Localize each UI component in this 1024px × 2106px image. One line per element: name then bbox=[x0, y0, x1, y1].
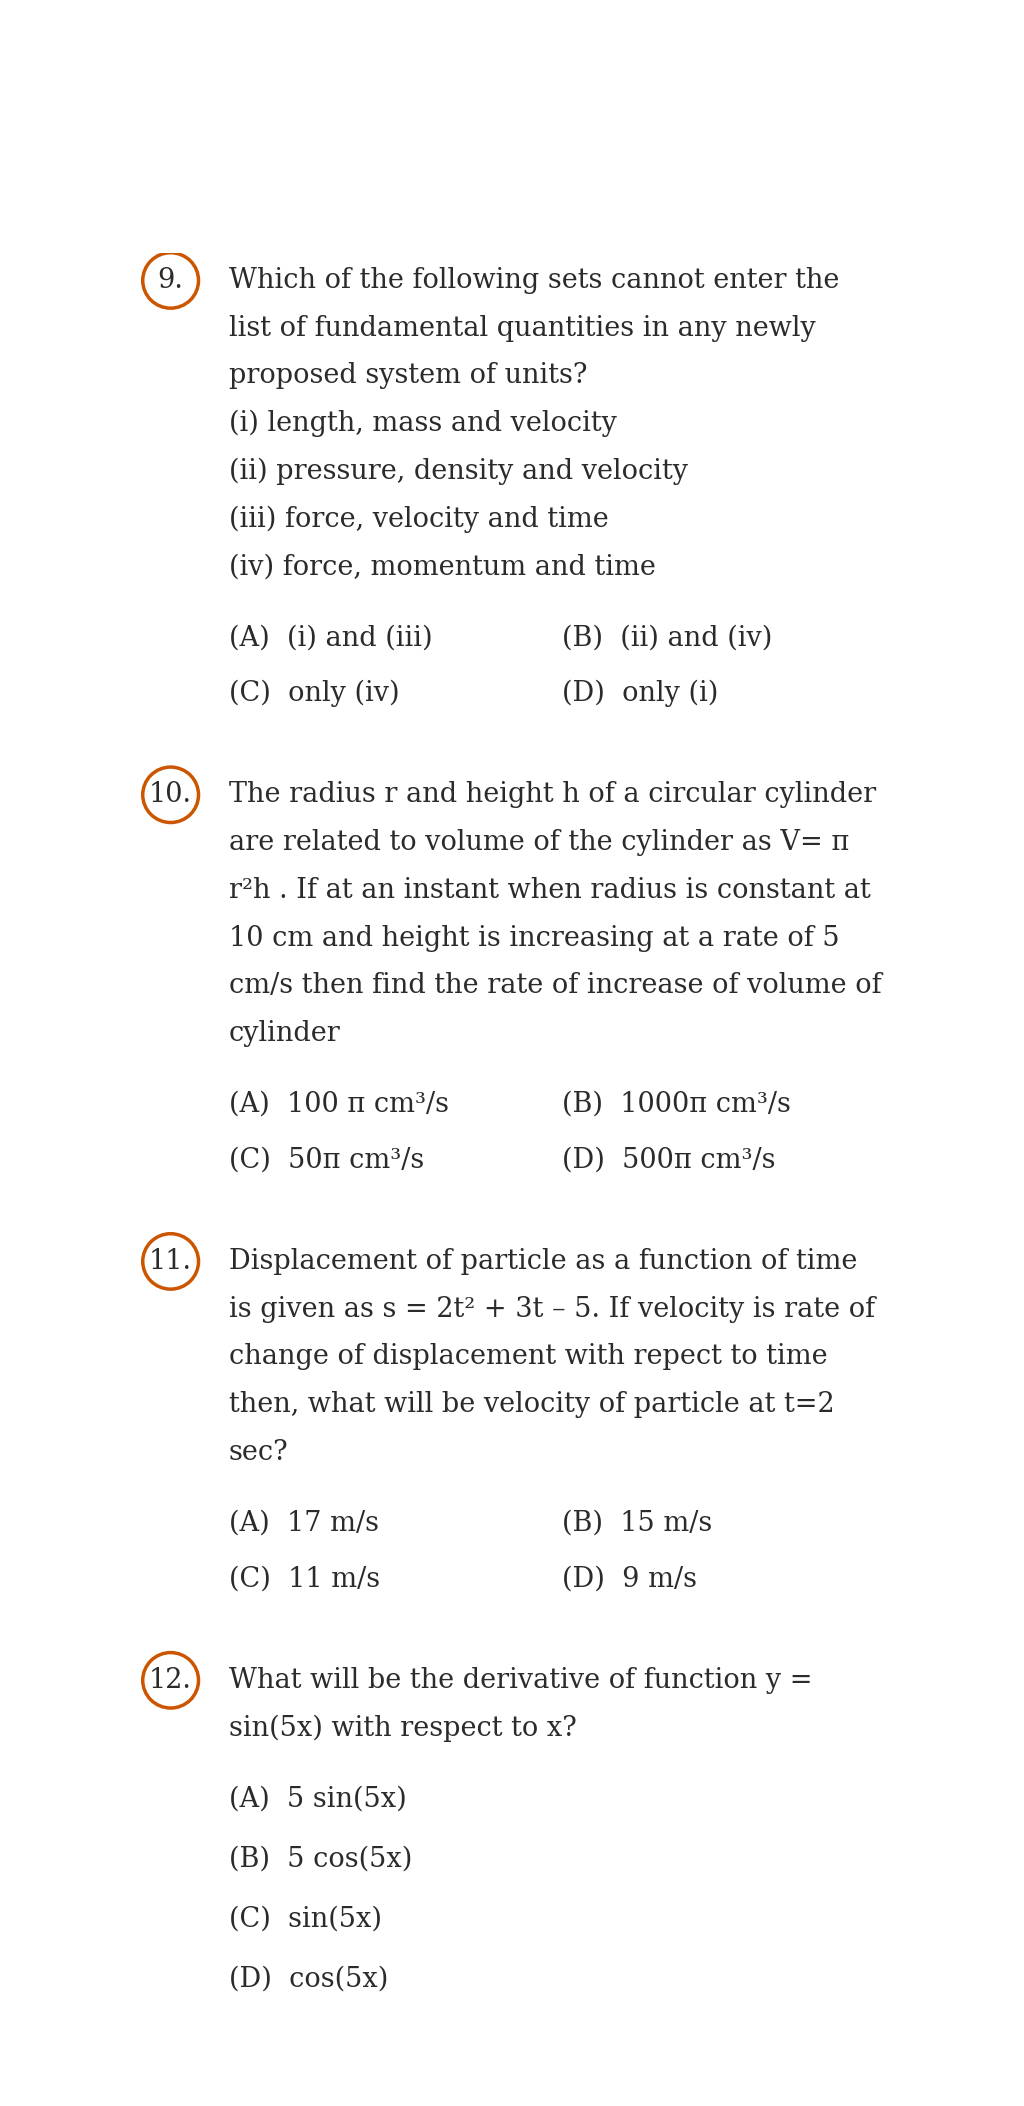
Text: are related to volume of the cylinder as V= π: are related to volume of the cylinder as… bbox=[228, 830, 849, 855]
Text: then, what will be velocity of particle at t=2: then, what will be velocity of particle … bbox=[228, 1392, 835, 1417]
Text: (A)  (i) and (iii): (A) (i) and (iii) bbox=[228, 623, 432, 651]
Text: r²h . If at an instant when radius is constant at: r²h . If at an instant when radius is co… bbox=[228, 876, 870, 903]
Text: cm/s then find the rate of increase of volume of: cm/s then find the rate of increase of v… bbox=[228, 973, 882, 998]
Text: is given as s = 2t² + 3t – 5. If velocity is rate of: is given as s = 2t² + 3t – 5. If velocit… bbox=[228, 1295, 874, 1323]
Text: The radius r and height h of a circular cylinder: The radius r and height h of a circular … bbox=[228, 781, 876, 809]
Text: What will be the derivative of function y =: What will be the derivative of function … bbox=[228, 1666, 812, 1693]
Text: (D)  only (i): (D) only (i) bbox=[562, 680, 719, 708]
Text: sec?: sec? bbox=[228, 1438, 289, 1466]
Text: (C)  sin(5x): (C) sin(5x) bbox=[228, 1906, 382, 1933]
Text: cylinder: cylinder bbox=[228, 1019, 341, 1047]
Text: Displacement of particle as a function of time: Displacement of particle as a function o… bbox=[228, 1249, 857, 1274]
Text: (B)  5 cos(5x): (B) 5 cos(5x) bbox=[228, 1845, 412, 1872]
Text: 9.: 9. bbox=[158, 267, 183, 295]
Text: proposed system of units?: proposed system of units? bbox=[228, 362, 587, 390]
Text: (iii) force, velocity and time: (iii) force, velocity and time bbox=[228, 505, 608, 533]
Text: change of displacement with repect to time: change of displacement with repect to ti… bbox=[228, 1344, 827, 1371]
Text: 11.: 11. bbox=[150, 1249, 193, 1274]
Text: (C)  11 m/s: (C) 11 m/s bbox=[228, 1565, 380, 1592]
Text: (ii) pressure, density and velocity: (ii) pressure, density and velocity bbox=[228, 457, 688, 484]
Text: (iv) force, momentum and time: (iv) force, momentum and time bbox=[228, 554, 655, 581]
Text: (C)  only (iv): (C) only (iv) bbox=[228, 680, 399, 708]
Text: 12.: 12. bbox=[150, 1666, 193, 1693]
Text: (B)  (ii) and (iv): (B) (ii) and (iv) bbox=[562, 623, 772, 651]
Text: (D)  500π cm³/s: (D) 500π cm³/s bbox=[562, 1146, 775, 1173]
Text: 10.: 10. bbox=[150, 781, 193, 809]
Text: (D)  9 m/s: (D) 9 m/s bbox=[562, 1565, 697, 1592]
Text: (C)  50π cm³/s: (C) 50π cm³/s bbox=[228, 1146, 424, 1173]
Text: sin(5x) with respect to x?: sin(5x) with respect to x? bbox=[228, 1714, 577, 1742]
Text: (i) length, mass and velocity: (i) length, mass and velocity bbox=[228, 411, 616, 438]
Text: (B)  15 m/s: (B) 15 m/s bbox=[562, 1510, 713, 1537]
Text: (B)  1000π cm³/s: (B) 1000π cm³/s bbox=[562, 1091, 791, 1118]
Text: 10 cm and height is increasing at a rate of 5: 10 cm and height is increasing at a rate… bbox=[228, 925, 840, 952]
Text: (A)  100 π cm³/s: (A) 100 π cm³/s bbox=[228, 1091, 449, 1118]
Text: (D)  cos(5x): (D) cos(5x) bbox=[228, 1965, 388, 1992]
Text: list of fundamental quantities in any newly: list of fundamental quantities in any ne… bbox=[228, 314, 815, 341]
Text: (A)  5 sin(5x): (A) 5 sin(5x) bbox=[228, 1786, 407, 1813]
Text: Which of the following sets cannot enter the: Which of the following sets cannot enter… bbox=[228, 267, 839, 295]
Text: (A)  17 m/s: (A) 17 m/s bbox=[228, 1510, 379, 1537]
